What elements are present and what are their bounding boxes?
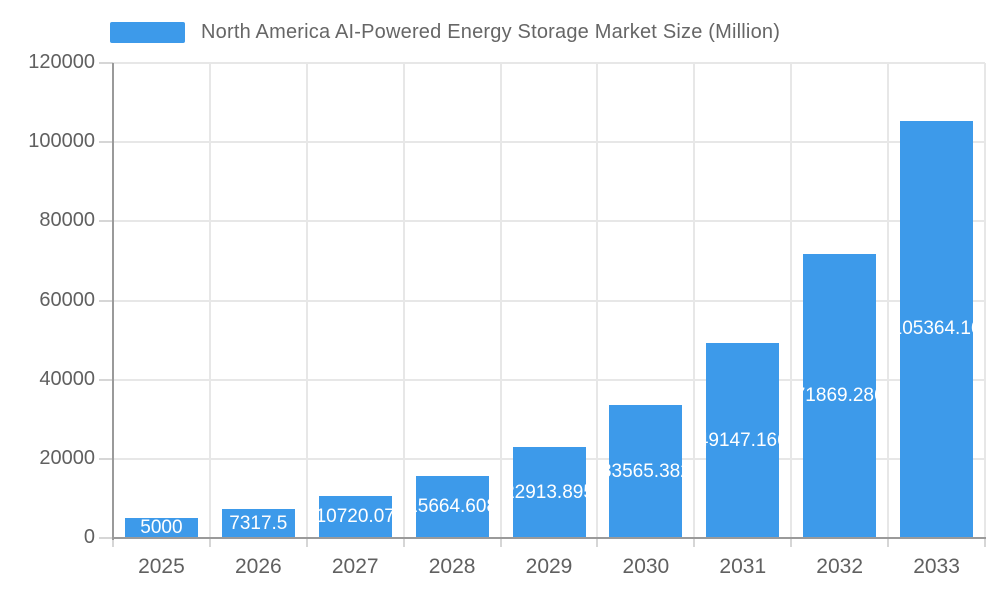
x-axis-label: 2031 — [719, 555, 767, 578]
bar-2032[interactable] — [803, 253, 877, 538]
legend-color-swatch — [110, 21, 185, 43]
x-axis-tick — [305, 538, 308, 547]
y-axis-tick — [99, 62, 113, 64]
x-axis-label: 2026 — [234, 555, 282, 578]
chart-title: North America AI-Powered Energy Storage … — [201, 20, 781, 43]
y-axis-tick — [99, 220, 113, 223]
x-axis-label: 2030 — [622, 555, 670, 578]
x-axis-tick — [887, 538, 890, 547]
y-axis-label: 0 — [83, 526, 95, 548]
bar-2027[interactable] — [318, 495, 392, 538]
y-axis-tick — [99, 299, 113, 302]
bar-2025[interactable] — [124, 518, 198, 538]
x-gridline — [208, 63, 211, 538]
x-axis-tick — [596, 538, 599, 547]
y-gridline — [113, 62, 985, 64]
x-gridline — [596, 63, 599, 538]
y-axis-label: 100000 — [28, 130, 95, 153]
y-axis-label: 120000 — [28, 51, 95, 73]
x-gridline — [305, 63, 308, 538]
x-axis-label: 2027 — [331, 555, 379, 578]
bar-2030[interactable] — [609, 405, 683, 538]
y-axis-tick — [99, 457, 113, 460]
bar-2026[interactable] — [221, 509, 295, 538]
x-axis-tick — [112, 538, 114, 547]
x-axis-label: 2025 — [138, 555, 185, 578]
x-axis-label: 2029 — [525, 555, 573, 578]
y-axis-tick — [99, 141, 113, 144]
x-gridline — [693, 63, 696, 538]
y-axis-label: 20000 — [39, 446, 95, 469]
x-axis-tick — [790, 538, 793, 547]
y-axis-label: 80000 — [39, 209, 95, 232]
x-axis-tick — [984, 538, 986, 547]
x-axis-label: 2028 — [428, 555, 476, 578]
x-axis-tick — [208, 538, 211, 547]
y-axis-tick — [99, 537, 113, 539]
bar-2031[interactable] — [706, 343, 780, 538]
bar-2029[interactable] — [512, 447, 586, 538]
bar-2033[interactable] — [900, 120, 974, 538]
y-axis-tick — [99, 378, 113, 381]
x-gridline — [402, 63, 405, 538]
y-axis-label: 60000 — [39, 288, 95, 311]
x-gridline — [887, 63, 890, 538]
y-gridline — [113, 378, 985, 381]
x-axis-tick — [499, 538, 502, 547]
legend-item[interactable]: North America AI-Powered Energy Storage … — [110, 20, 780, 44]
y-axis-line — [112, 63, 114, 540]
y-gridline — [113, 141, 985, 144]
x-axis-label: 2033 — [913, 555, 960, 578]
x-axis-tick — [693, 538, 696, 547]
x-axis-line — [112, 537, 986, 539]
x-gridline — [499, 63, 502, 538]
bar-2028[interactable] — [415, 475, 489, 538]
x-gridline — [790, 63, 793, 538]
x-axis-label: 2032 — [816, 555, 864, 578]
y-gridline — [113, 220, 985, 223]
x-gridline — [984, 63, 986, 538]
y-gridline — [113, 299, 985, 302]
y-axis-label: 40000 — [39, 367, 95, 390]
x-axis-tick — [402, 538, 405, 547]
